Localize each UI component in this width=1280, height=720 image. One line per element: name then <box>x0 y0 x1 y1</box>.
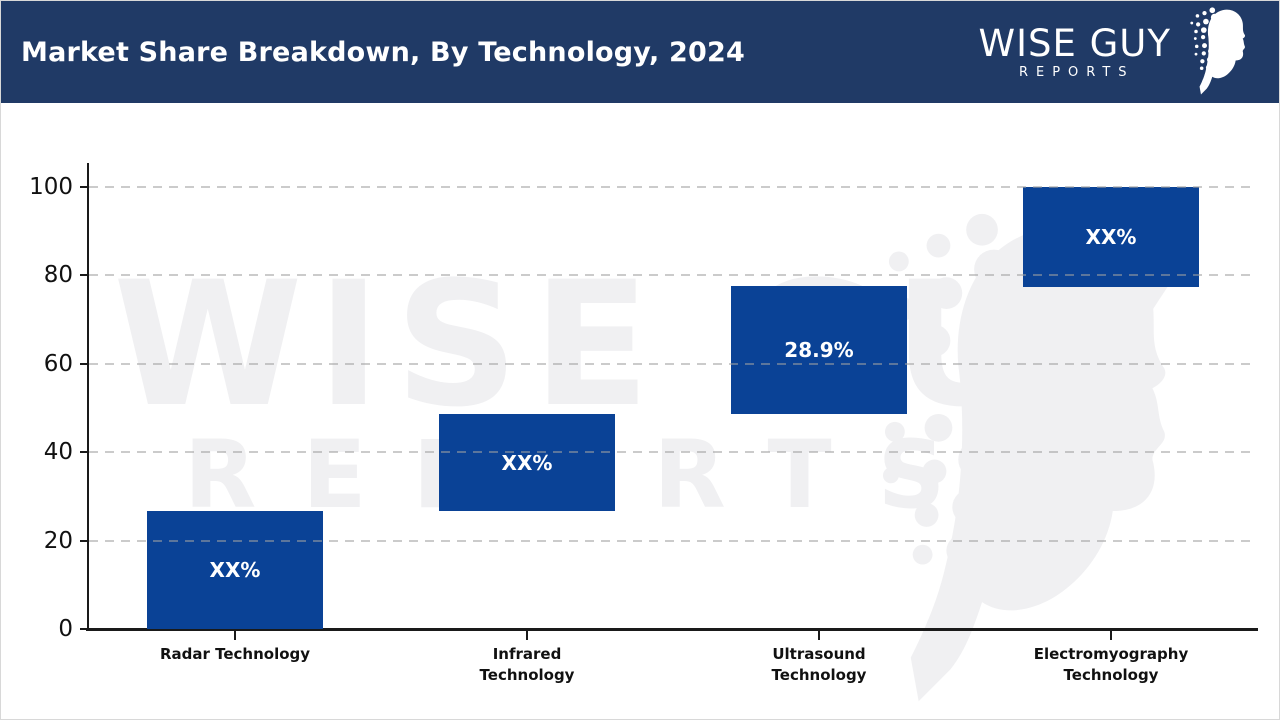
gridline-100 <box>89 186 1257 188</box>
y-tick-mark <box>80 186 89 188</box>
x-axis-spine <box>86 628 1258 631</box>
x-tick-mark <box>1110 631 1112 640</box>
gridline-60 <box>89 362 1257 365</box>
x-tick-mark <box>526 631 528 640</box>
logo-dotted-head-icon <box>1190 7 1246 95</box>
bar-infrared-technology: XX% <box>439 414 615 511</box>
y-tick-label: 80 <box>43 262 73 289</box>
y-tick-mark <box>80 539 89 542</box>
bar-radar-technology: XX% <box>147 511 323 629</box>
page-title: Market Share Breakdown, By Technology, 2… <box>21 36 746 68</box>
gridline-40 <box>89 451 1257 454</box>
gridline-80 <box>89 274 1257 277</box>
y-tick-label: 20 <box>43 527 73 554</box>
header-bar: Market Share Breakdown, By Technology, 2… <box>1 1 1279 103</box>
y-tick-label: 40 <box>43 439 73 466</box>
bar-value-label: XX% <box>1085 224 1137 249</box>
x-tick-label: Ultrasound Technology <box>771 645 867 684</box>
y-tick-mark <box>80 628 89 630</box>
gridline-20 <box>89 539 1257 542</box>
x-tick-label: Infrared Technology <box>479 645 575 684</box>
y-tick-label: 60 <box>43 350 73 377</box>
x-tick-label: Radar Technology <box>159 645 311 663</box>
x-tick-mark <box>234 631 236 640</box>
logo-brand-text: WISE GUY <box>978 22 1171 65</box>
y-tick-mark <box>80 451 89 454</box>
y-axis-spine <box>87 163 89 630</box>
y-tick-mark <box>80 274 89 277</box>
y-tick-mark <box>80 362 89 365</box>
wise-guy-reports-logo: WISE GUY REPORTS <box>979 6 1251 98</box>
x-tick-label: Electromyography Technology <box>1033 645 1189 684</box>
logo-sub-text: REPORTS <box>1018 65 1135 80</box>
bar-value-label: XX% <box>209 558 261 582</box>
y-tick-label: 100 <box>29 174 73 200</box>
x-tick-mark <box>818 631 820 640</box>
bar-value-label: XX% <box>501 450 553 475</box>
bar-ultrasound-technology: 28.9% <box>731 286 907 415</box>
y-tick-label: 0 <box>58 616 73 642</box>
bar-electromyography-technology: XX% <box>1023 187 1199 287</box>
bar-value-label: 28.9% <box>784 338 854 363</box>
